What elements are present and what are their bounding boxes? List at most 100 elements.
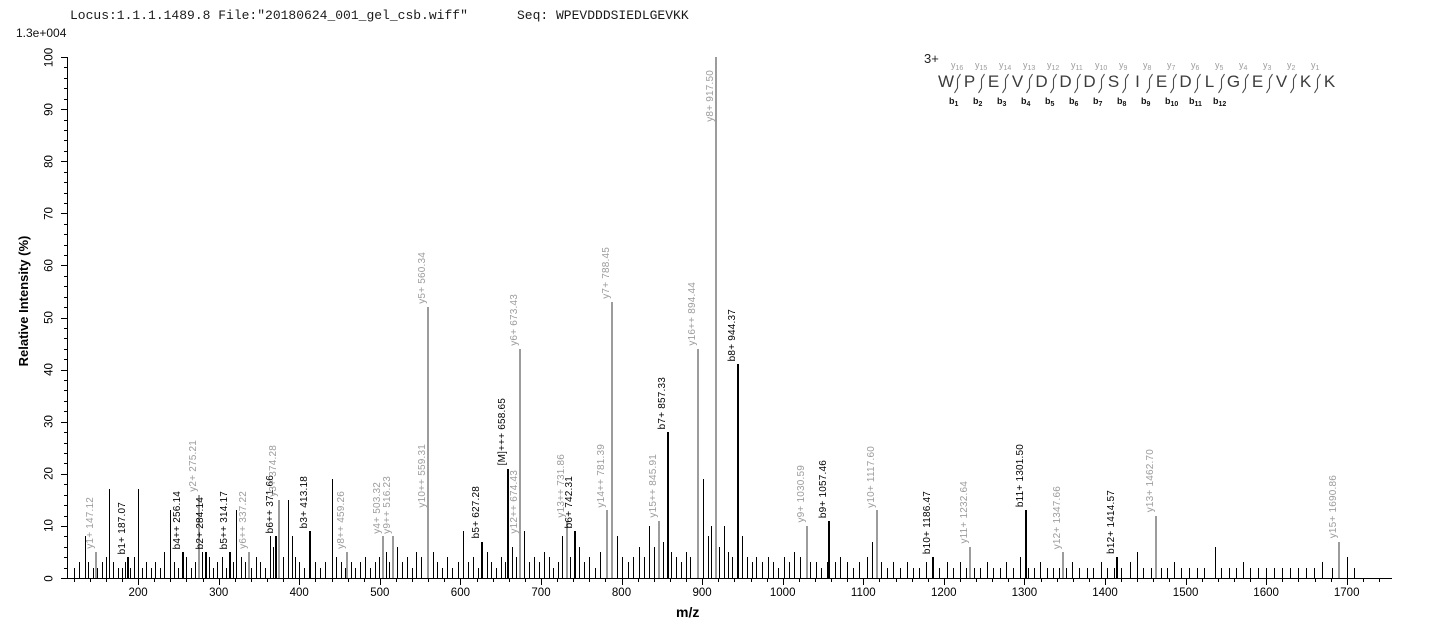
peak-label: b6+ 742.31 xyxy=(564,475,576,529)
fragment-peak xyxy=(427,307,430,578)
x-minor-tick xyxy=(1250,579,1251,582)
peak xyxy=(1297,567,1299,578)
x-major-tick xyxy=(379,579,381,585)
peak xyxy=(208,557,210,578)
peak xyxy=(97,567,99,578)
peak-label: b4++ 256.14 xyxy=(172,490,184,549)
x-minor-tick xyxy=(879,579,881,582)
y-minor-tick xyxy=(64,484,67,486)
peak xyxy=(397,546,398,578)
spectrum-plot-area[interactable]: y1+ 147.12 b1+ 187.07 b4++ 256.14 y2+ 275.2… xyxy=(68,57,1387,578)
peak xyxy=(643,557,645,578)
peptide-residue: L xyxy=(1204,72,1215,91)
peak-label: y5+ 560.34 xyxy=(417,252,429,305)
peak-label: y12++ 674.43 xyxy=(509,469,521,534)
peak xyxy=(1120,567,1122,578)
peptide-residue: P xyxy=(963,72,976,91)
peak xyxy=(421,557,423,578)
x-minor-tick xyxy=(1233,579,1235,582)
x-minor-tick xyxy=(186,579,188,582)
peak xyxy=(235,510,237,578)
peak xyxy=(477,567,479,578)
peak xyxy=(1006,562,1008,578)
peak xyxy=(251,567,253,578)
peak xyxy=(638,546,640,578)
x-minor-tick xyxy=(734,579,736,582)
x-minor-tick xyxy=(1153,579,1155,582)
y-tick-label: 40 xyxy=(43,363,56,376)
peak-label: y1+ 147.12 xyxy=(84,497,96,549)
peak-label: y15++ 845.91 xyxy=(647,454,659,518)
peak xyxy=(719,546,721,578)
peptide-residue: E xyxy=(1251,72,1264,91)
peak xyxy=(160,567,162,578)
peak xyxy=(1235,567,1237,578)
y-ion-label: y16 xyxy=(951,60,964,72)
peak xyxy=(298,562,300,578)
y-major-tick xyxy=(61,265,67,267)
locus-file-header: Locus:1.1.1.1489.8 File:"20180624_001_ge… xyxy=(70,8,468,23)
peak xyxy=(1197,567,1199,578)
peak xyxy=(416,551,418,578)
peak xyxy=(85,536,87,578)
peak-label: b3+ 413.18 xyxy=(298,475,310,529)
b-ion-label: b7 xyxy=(1093,96,1103,108)
fragment-peak xyxy=(126,557,129,578)
y-minor-tick xyxy=(64,129,67,131)
y-ion-label: y8 xyxy=(1143,60,1152,72)
peak-label: b5+ 627.28 xyxy=(471,486,483,539)
fragment-peak xyxy=(182,551,185,578)
peak xyxy=(73,567,75,578)
peak xyxy=(169,510,171,578)
peak xyxy=(1204,567,1206,578)
y-major-tick xyxy=(61,57,67,58)
peak xyxy=(741,536,743,578)
peak xyxy=(1331,567,1333,578)
y-tick-label: 0 xyxy=(43,574,56,582)
fragment-peak xyxy=(506,468,509,578)
fragment-peak xyxy=(381,536,384,578)
fragment-peak xyxy=(828,520,830,578)
y-minor-tick xyxy=(64,223,67,225)
y-minor-tick xyxy=(64,182,67,183)
peak xyxy=(627,562,629,578)
peak xyxy=(173,562,175,578)
x-tick-label: 200 xyxy=(128,587,148,599)
peak xyxy=(411,567,413,578)
cleavage-bracket-icon xyxy=(1218,73,1225,94)
b-ion-label: b9 xyxy=(1141,96,1151,108)
x-minor-tick xyxy=(1378,579,1380,582)
peak xyxy=(1160,567,1162,578)
peak xyxy=(880,562,882,578)
peak xyxy=(558,562,560,578)
peak xyxy=(732,557,734,578)
sequence-header: Seq: WPEVDDDSIEDLGEVKK xyxy=(517,8,689,23)
peptide-residue: W xyxy=(938,72,955,91)
y-minor-tick xyxy=(64,515,67,517)
peak xyxy=(1012,567,1014,578)
peak xyxy=(1059,567,1061,578)
y-minor-tick xyxy=(64,494,67,496)
x-tick-label: 1200 xyxy=(931,587,957,599)
fragment-peak xyxy=(1115,557,1118,578)
peak xyxy=(364,557,366,578)
y-minor-tick xyxy=(64,77,67,79)
fragment-peak xyxy=(518,348,521,578)
peak xyxy=(447,557,448,578)
peak xyxy=(671,551,672,578)
fragmentation-site-marker: y2 xyxy=(1287,60,1298,94)
peak xyxy=(150,567,152,578)
peak-label: b2+ 284.14 xyxy=(194,496,206,549)
y-major-tick xyxy=(61,421,67,423)
peak xyxy=(1100,562,1102,578)
peak xyxy=(772,562,774,578)
x-minor-tick xyxy=(1362,579,1364,582)
fragment-peak xyxy=(611,301,614,578)
peak xyxy=(451,567,453,578)
x-minor-tick xyxy=(170,579,172,582)
peak xyxy=(512,546,514,578)
peak xyxy=(834,562,836,578)
peptide-residue: V xyxy=(1011,72,1024,91)
